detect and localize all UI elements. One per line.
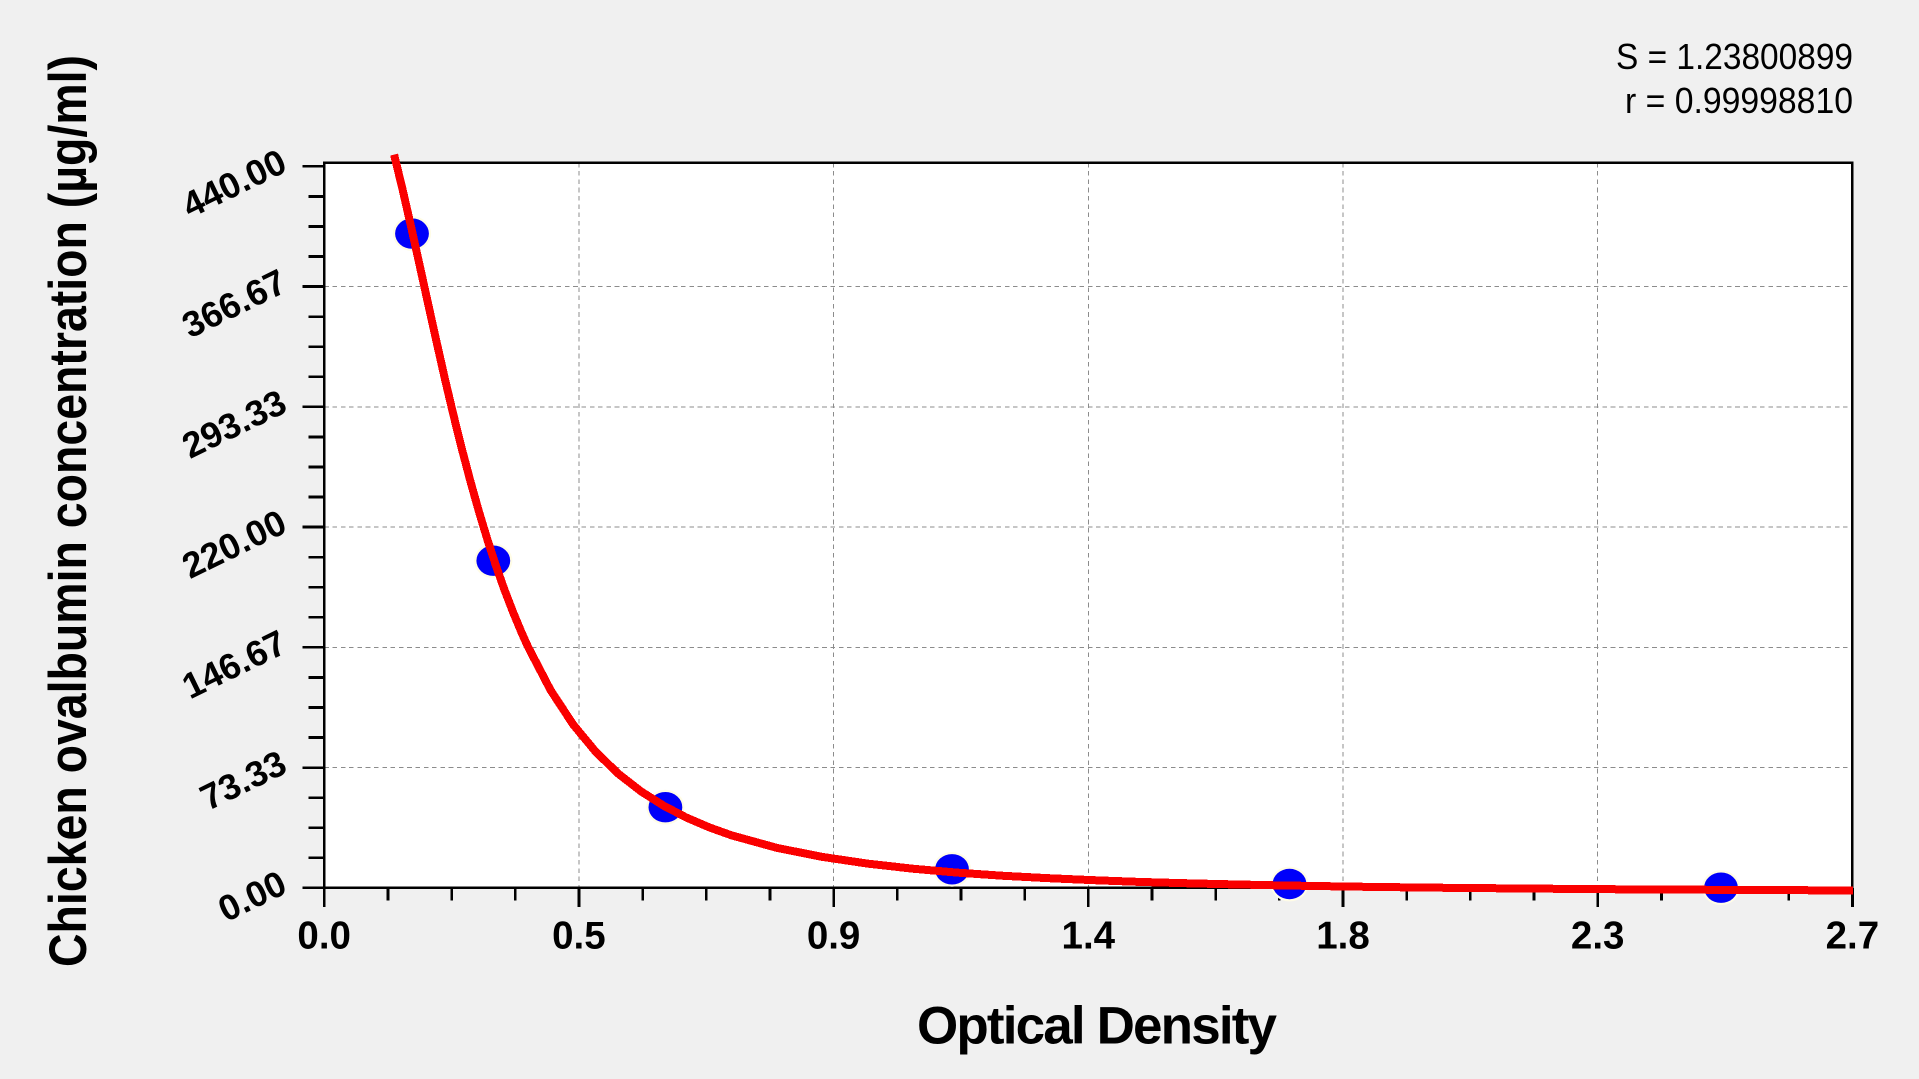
- svg-text:0.0: 0.0: [297, 915, 351, 958]
- svg-text:0.5: 0.5: [552, 915, 606, 958]
- svg-text:1.8: 1.8: [1316, 915, 1370, 958]
- svg-text:S = 1.23800899: S = 1.23800899: [1616, 36, 1853, 77]
- svg-text:2.3: 2.3: [1571, 915, 1625, 958]
- svg-text:Chicken ovalbumin concentratio: Chicken ovalbumin concentration (µg/ml): [39, 55, 98, 967]
- svg-text:Optical Density: Optical Density: [917, 997, 1278, 1056]
- svg-text:2.7: 2.7: [1826, 915, 1880, 958]
- svg-text:1.4: 1.4: [1062, 915, 1116, 958]
- svg-text:r = 0.99998810: r = 0.99998810: [1625, 80, 1853, 121]
- svg-text:0.9: 0.9: [807, 915, 861, 958]
